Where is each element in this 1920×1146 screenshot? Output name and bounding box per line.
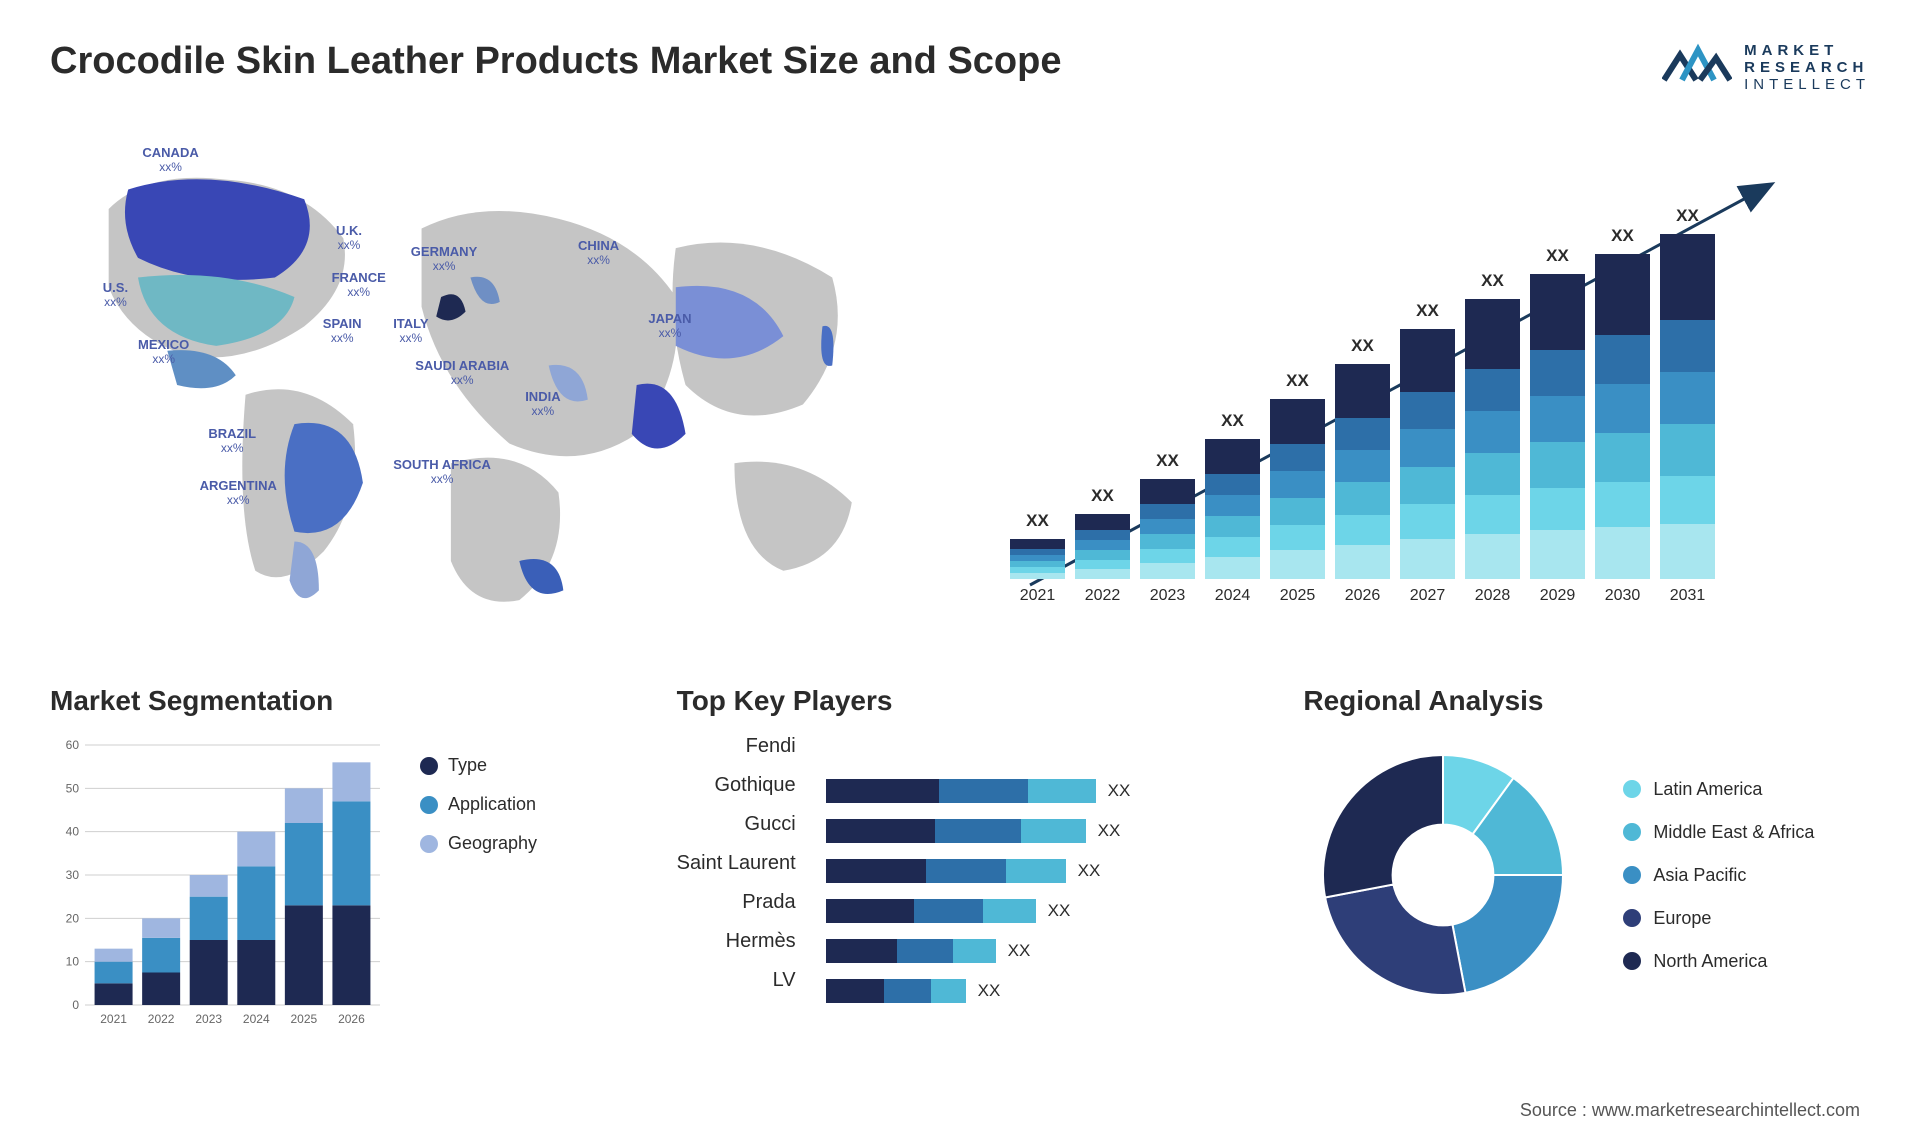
svg-text:2024: 2024 bbox=[243, 1012, 270, 1026]
growth-bar-2025: XX2025 bbox=[1270, 399, 1325, 605]
page-title: Crocodile Skin Leather Products Market S… bbox=[50, 40, 1062, 83]
map-label-canada: CANADAxx% bbox=[142, 146, 198, 175]
map-label-saudiarabia: SAUDI ARABIAxx% bbox=[415, 359, 509, 388]
player-label: Gucci bbox=[745, 813, 796, 836]
svg-text:40: 40 bbox=[66, 825, 80, 839]
player-label: Gothique bbox=[714, 774, 795, 797]
player-label: Prada bbox=[742, 891, 795, 914]
segmentation-title: Market Segmentation bbox=[50, 685, 617, 717]
growth-bar-2024: XX2024 bbox=[1205, 439, 1260, 605]
svg-text:10: 10 bbox=[66, 955, 80, 969]
map-label-spain: SPAINxx% bbox=[323, 317, 362, 346]
svg-text:20: 20 bbox=[66, 911, 80, 925]
players-panel: Top Key Players Fendi Gothique Gucci Saint … bbox=[677, 685, 1244, 1065]
map-label-us: U.S.xx% bbox=[103, 281, 128, 310]
svg-text:0: 0 bbox=[72, 998, 79, 1012]
players-bars: XX XX XX XX XX XX bbox=[826, 739, 1244, 1003]
brand-logo: MARKET RESEARCH INTELLECT bbox=[1662, 40, 1870, 95]
regional-title: Regional Analysis bbox=[1303, 685, 1870, 717]
svg-text:2021: 2021 bbox=[100, 1012, 127, 1026]
growth-bar-2029: XX2029 bbox=[1530, 274, 1585, 605]
growth-bar-2023: XX2023 bbox=[1140, 479, 1195, 605]
growth-bar-2021: XX2021 bbox=[1010, 539, 1065, 605]
player-label: Saint Laurent bbox=[677, 852, 796, 875]
svg-text:30: 30 bbox=[66, 868, 80, 882]
player-bar-row: XX bbox=[826, 859, 1244, 883]
map-label-china: CHINAxx% bbox=[578, 239, 619, 268]
regional-legend-item: Latin America bbox=[1623, 779, 1814, 800]
svg-text:50: 50 bbox=[66, 781, 80, 795]
world-map: CANADAxx% U.S.xx% MEXICOxx% BRAZILxx% ARGENT… bbox=[50, 125, 930, 645]
seg-legend-application: Application bbox=[420, 794, 537, 815]
players-title: Top Key Players bbox=[677, 685, 1244, 717]
growth-bar-2026: XX2026 bbox=[1335, 364, 1390, 605]
growth-bar-2031: XX2031 bbox=[1660, 234, 1715, 605]
player-bar-row: XX bbox=[826, 899, 1244, 923]
player-label: Hermès bbox=[726, 930, 796, 953]
growth-bar-2028: XX2028 bbox=[1465, 299, 1520, 605]
player-bar-row: XX bbox=[826, 779, 1244, 803]
players-labels: Fendi Gothique Gucci Saint Laurent Prada Herm… bbox=[677, 735, 796, 1003]
growth-bar-2022: XX2022 bbox=[1075, 514, 1130, 605]
map-label-india: INDIAxx% bbox=[525, 390, 560, 419]
segmentation-chart: 0 10 20 30 40 50 60 2021 2022 2023 2024 2025 2026 bbox=[50, 735, 390, 1035]
player-bar-row bbox=[826, 739, 1244, 763]
regional-legend-item: Europe bbox=[1623, 908, 1814, 929]
player-bar-row: XX bbox=[826, 819, 1244, 843]
regional-panel: Regional Analysis Latin America Middle Ea… bbox=[1303, 685, 1870, 1065]
svg-text:2025: 2025 bbox=[291, 1012, 318, 1026]
seg-legend-geography: Geography bbox=[420, 833, 537, 854]
growth-bar-2027: XX2027 bbox=[1400, 329, 1455, 605]
source-text: Source : www.marketresearchintellect.com bbox=[1520, 1100, 1860, 1121]
segmentation-legend: Type Application Geography bbox=[420, 755, 537, 1035]
svg-text:2026: 2026 bbox=[338, 1012, 365, 1026]
map-label-uk: U.K.xx% bbox=[336, 224, 362, 253]
growth-chart: XX2021XX2022XX2023XX2024XX2025XX2026XX20… bbox=[990, 125, 1870, 645]
map-label-argentina: ARGENTINAxx% bbox=[200, 479, 277, 508]
regional-donut bbox=[1303, 735, 1583, 1015]
map-label-brazil: BRAZILxx% bbox=[208, 427, 256, 456]
svg-text:60: 60 bbox=[66, 738, 80, 752]
regional-legend-item: Asia Pacific bbox=[1623, 865, 1814, 886]
seg-legend-type: Type bbox=[420, 755, 537, 776]
segmentation-panel: Market Segmentation 0 10 20 30 40 50 60 2021 202… bbox=[50, 685, 617, 1065]
regional-legend: Latin America Middle East & Africa Asia Pa… bbox=[1623, 779, 1814, 972]
player-bar-row: XX bbox=[826, 939, 1244, 963]
player-label: LV bbox=[773, 969, 796, 992]
logo-text: MARKET RESEARCH INTELLECT bbox=[1744, 42, 1870, 93]
player-label: Fendi bbox=[746, 735, 796, 758]
logo-mark-icon bbox=[1662, 40, 1732, 95]
svg-text:2023: 2023 bbox=[195, 1012, 222, 1026]
regional-legend-item: Middle East & Africa bbox=[1623, 822, 1814, 843]
map-label-japan: JAPANxx% bbox=[648, 312, 691, 341]
map-label-germany: GERMANYxx% bbox=[411, 245, 477, 274]
map-label-southafrica: SOUTH AFRICAxx% bbox=[393, 458, 491, 487]
map-label-italy: ITALYxx% bbox=[393, 317, 428, 346]
map-label-mexico: MEXICOxx% bbox=[138, 338, 189, 367]
map-label-france: FRANCExx% bbox=[332, 271, 386, 300]
svg-text:2022: 2022 bbox=[148, 1012, 175, 1026]
growth-bar-2030: XX2030 bbox=[1595, 254, 1650, 605]
regional-legend-item: North America bbox=[1623, 951, 1814, 972]
player-bar-row: XX bbox=[826, 979, 1244, 1003]
